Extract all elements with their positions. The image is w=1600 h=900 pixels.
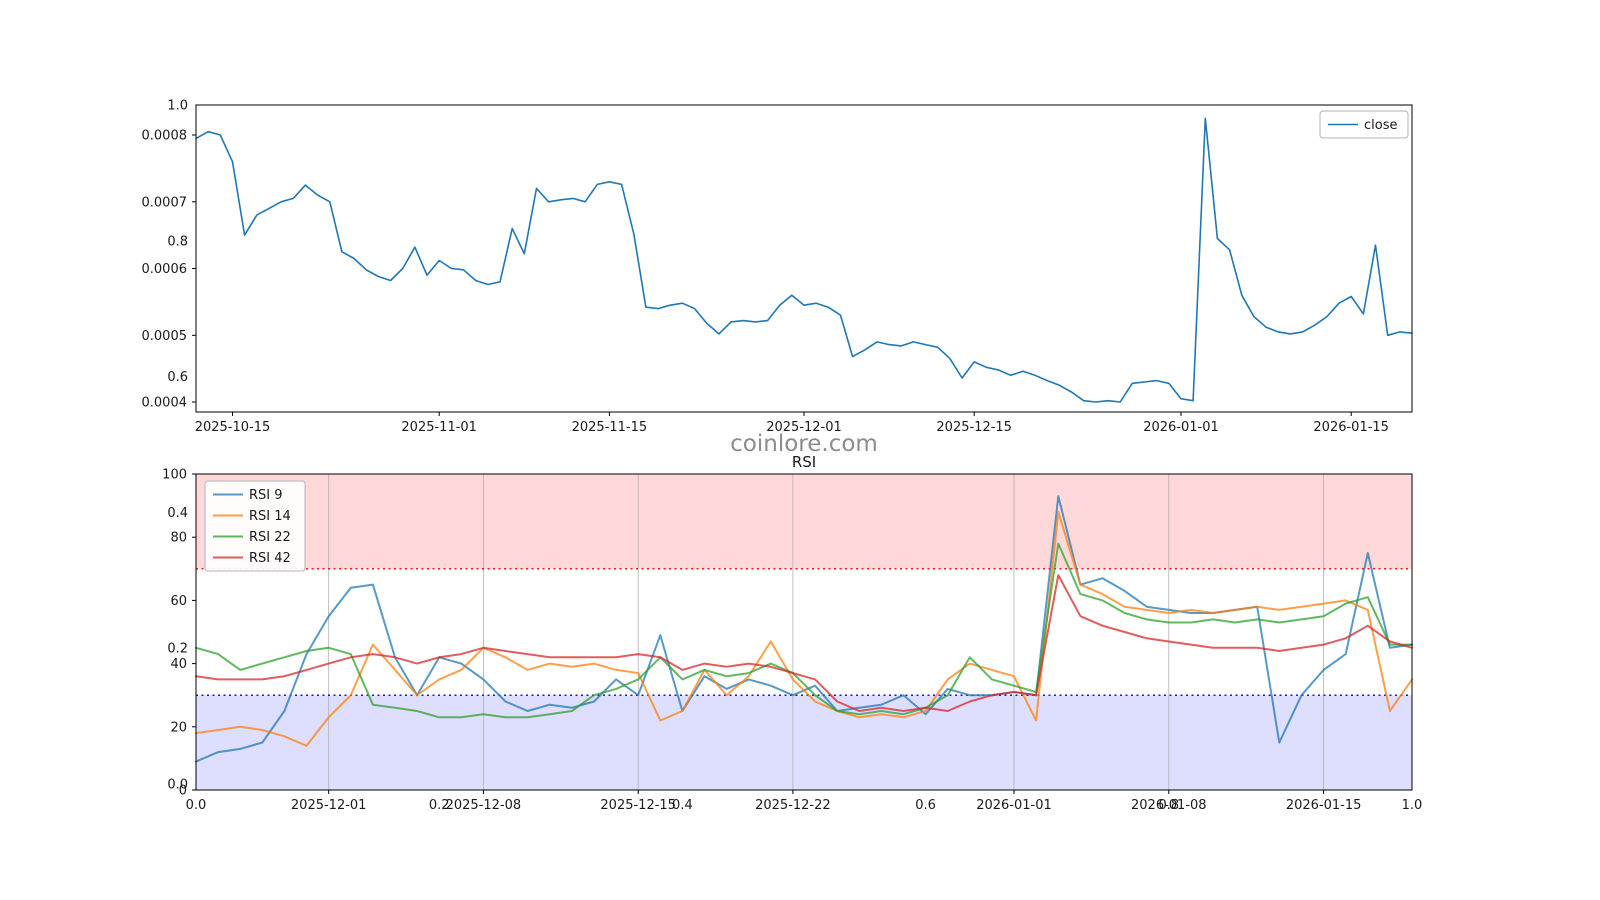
x-tick-label: 2026-01-15 xyxy=(1313,420,1389,435)
x-tick-label: 2026-01-01 xyxy=(1143,420,1219,435)
y-tick-label: 80 xyxy=(170,531,187,546)
x-tick-label: 2025-12-08 xyxy=(446,798,522,813)
overlay-y-tick-label: 0.4 xyxy=(167,506,188,521)
rsi-chart: 0 20 40 60 80 100 2025-12-01 2025-12-08 2025-12-… xyxy=(162,468,1413,813)
x-tick-label: 2025-12-15 xyxy=(600,798,676,813)
shaded-zone xyxy=(196,474,1412,569)
rsi-chart-title: RSI xyxy=(792,453,816,471)
x-tick-label: 2026-01-01 xyxy=(976,798,1052,813)
x-tick-label: 2025-12-15 xyxy=(936,420,1012,435)
y-tick-label: 60 xyxy=(170,594,187,609)
close-line xyxy=(195,117,1413,403)
y-tick-label: 0.0007 xyxy=(142,195,188,210)
y-tick-label: 40 xyxy=(170,657,187,672)
overlay-y-tick-label: 0.2 xyxy=(167,642,188,657)
y-tick-label: 0 xyxy=(179,784,187,799)
rsi-22-line xyxy=(195,542,1413,719)
overlay-y-tick-label: 0.8 xyxy=(167,234,188,249)
y-tick-label: 0.0004 xyxy=(142,396,188,411)
overlay-axis-labels: 1.0 0.8 0.6 0.4 0.2 0.0 0.0 0.2 0.4 0.6 0.8 1.0 xyxy=(167,99,1422,814)
x-tick-label: 2025-12-22 xyxy=(755,798,831,813)
overlay-x-tick-label: 0.0 xyxy=(186,798,207,813)
legend-label: RSI 9 xyxy=(249,488,283,503)
x-tick-label: 2025-12-01 xyxy=(766,420,842,435)
rsi-42-line xyxy=(195,574,1413,712)
legend-label: RSI 14 xyxy=(249,509,291,524)
plot-border xyxy=(195,104,1413,413)
x-tick-label: 2026-01-08 xyxy=(1131,798,1207,813)
legend-label: RSI 42 xyxy=(249,551,291,566)
legend-label: close xyxy=(1364,118,1397,133)
price-chart: 0.0004 0.0005 0.0006 0.0007 0.0008 2025-10-15… xyxy=(142,104,1413,435)
legend-label: RSI 22 xyxy=(249,530,291,545)
x-tick-label: 2025-11-15 xyxy=(572,420,648,435)
x-tick-label: 2025-12-01 xyxy=(291,798,367,813)
overlay-x-tick-label: 1.0 xyxy=(1402,798,1423,813)
y-tick-label: 0.0008 xyxy=(142,129,188,144)
legend-box xyxy=(204,480,306,572)
x-tick-label: 2025-11-01 xyxy=(401,420,477,435)
y-tick-label: 0.0005 xyxy=(142,329,188,344)
overlay-x-tick-label: 0.6 xyxy=(915,798,936,813)
rsi-14-line xyxy=(195,510,1413,747)
shaded-zone xyxy=(196,695,1412,790)
y-tick-label: 20 xyxy=(170,720,187,735)
overlay-y-tick-label: 1.0 xyxy=(167,99,188,114)
x-tick-label: 2026-01-15 xyxy=(1286,798,1362,813)
legend-box xyxy=(1319,110,1409,139)
x-tick-label: 2025-10-15 xyxy=(195,420,271,435)
overlay-y-tick-label: 0.6 xyxy=(167,370,188,385)
overlay-x-tick-label: 0.2 xyxy=(429,798,450,813)
watermark: coinlore.com xyxy=(730,431,878,457)
y-tick-label: 100 xyxy=(162,468,187,483)
plot-border xyxy=(195,473,1413,791)
y-tick-label: 0.0006 xyxy=(142,262,188,277)
overlay-x-tick-label: 0.4 xyxy=(672,798,693,813)
overlay-y-tick-label: 0.0 xyxy=(167,778,188,793)
overlay-x-tick-label: 0.8 xyxy=(1158,798,1179,813)
